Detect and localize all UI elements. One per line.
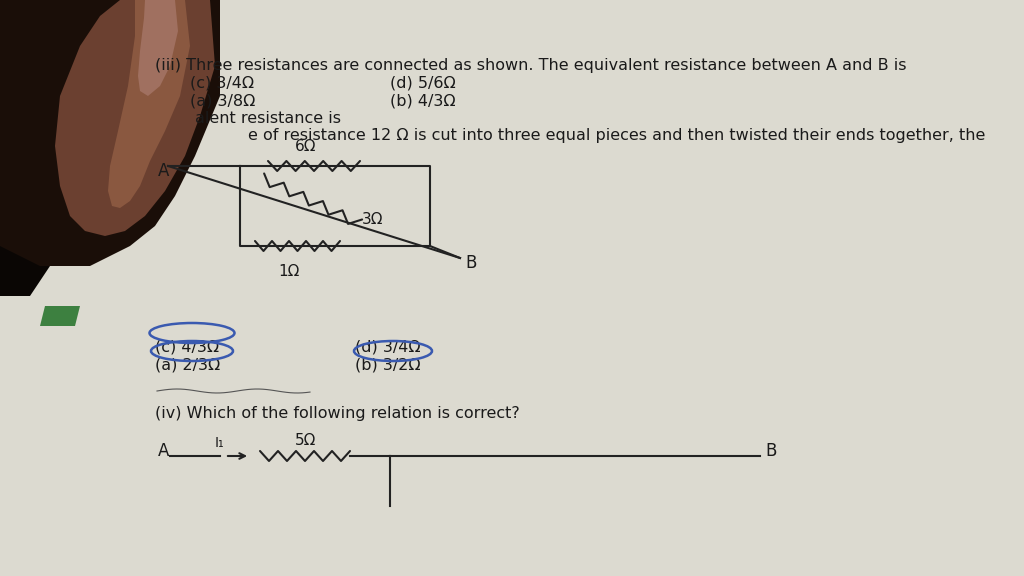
Text: I₁: I₁ <box>215 436 224 450</box>
Polygon shape <box>55 0 215 236</box>
Text: (iii) Three resistances are connected as shown. The equivalent resistance betwee: (iii) Three resistances are connected as… <box>155 58 906 73</box>
Text: 6Ω: 6Ω <box>295 139 316 154</box>
Polygon shape <box>40 306 80 326</box>
Text: 5Ω: 5Ω <box>295 433 316 448</box>
Text: (c) 3/4Ω: (c) 3/4Ω <box>190 76 254 91</box>
Polygon shape <box>108 0 190 208</box>
Text: alent resistance is: alent resistance is <box>195 111 341 126</box>
Polygon shape <box>0 0 60 296</box>
Polygon shape <box>0 0 220 266</box>
Text: (d) 3/4Ω: (d) 3/4Ω <box>355 340 421 355</box>
Text: 3Ω: 3Ω <box>362 211 384 226</box>
Text: (b) 3/2Ω: (b) 3/2Ω <box>355 358 421 373</box>
Text: (iv) Which of the following relation is correct?: (iv) Which of the following relation is … <box>155 406 520 421</box>
Text: A: A <box>158 162 169 180</box>
Text: (d) 5/6Ω: (d) 5/6Ω <box>390 76 456 91</box>
Polygon shape <box>138 0 178 96</box>
Text: A: A <box>158 442 169 460</box>
Text: e of resistance 12 Ω is cut into three equal pieces and then twisted their ends : e of resistance 12 Ω is cut into three e… <box>248 128 985 143</box>
Text: (c) 4/3Ω: (c) 4/3Ω <box>155 340 219 355</box>
Text: (a) 2/3Ω: (a) 2/3Ω <box>155 358 220 373</box>
Text: 1Ω: 1Ω <box>278 264 299 279</box>
Text: B: B <box>465 254 476 272</box>
Text: (b) 4/3Ω: (b) 4/3Ω <box>390 93 456 108</box>
Text: (a) 3/8Ω: (a) 3/8Ω <box>190 93 255 108</box>
Text: B: B <box>765 442 776 460</box>
